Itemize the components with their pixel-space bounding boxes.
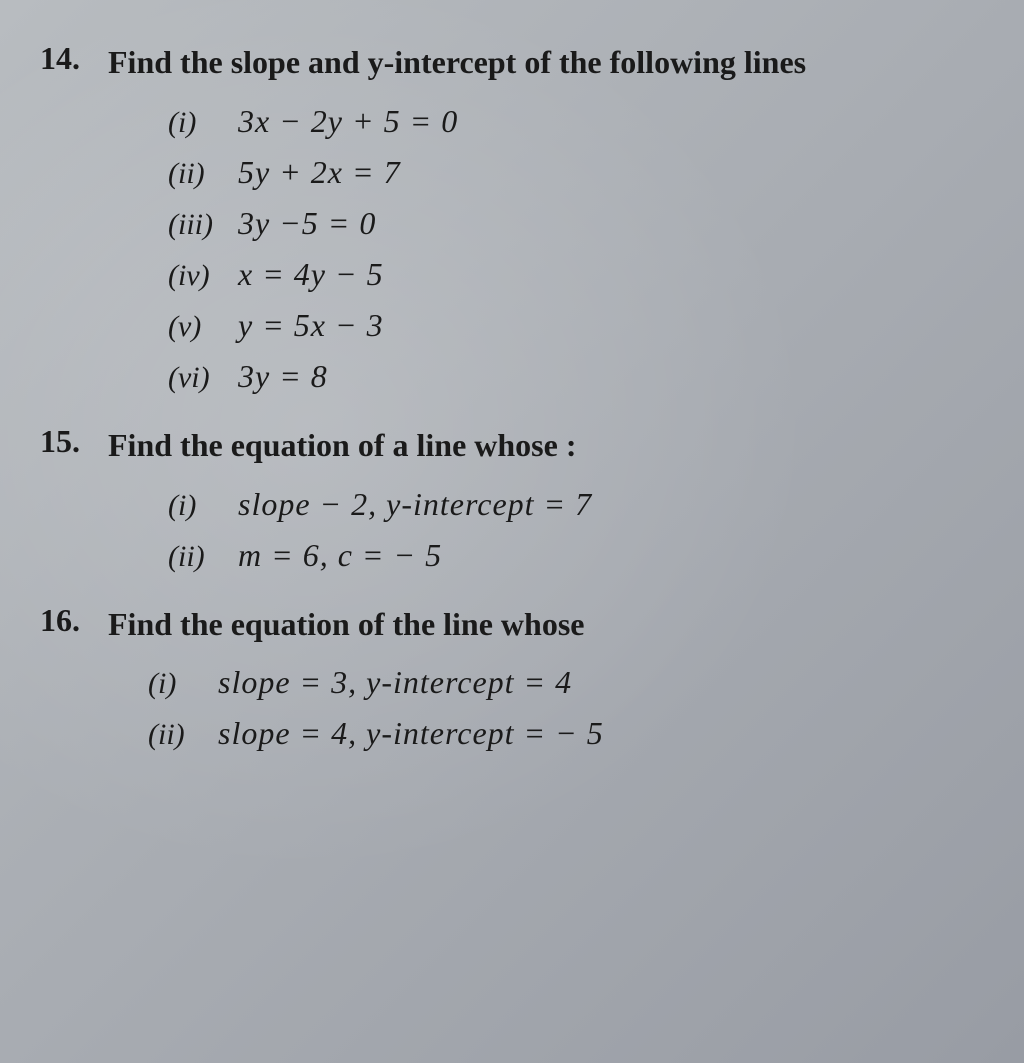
subitems-list: (i) slope − 2, y-intercept = 7 (ii) m = … [168,486,994,574]
textbook-page: 14. Find the slope and y-intercept of th… [30,40,994,752]
subitem: (iii) 3y −5 = 0 [168,205,994,242]
subitem: (i) slope − 2, y-intercept = 7 [168,486,994,523]
subitem: (ii) slope = 4, y-intercept = − 5 [148,715,994,752]
subitems-list: (i) slope = 3, y-intercept = 4 (ii) slop… [148,664,994,752]
subitem: (v) y = 5x − 3 [168,307,994,344]
question-number: 14. [30,40,80,77]
subitem-label: (i) [168,106,226,140]
subitem-content: slope = 4, y-intercept = − 5 [218,715,604,752]
subitem-label: (v) [168,310,226,344]
subitem: (i) slope = 3, y-intercept = 4 [148,664,994,701]
subitem: (ii) 5y + 2x = 7 [168,154,994,191]
question-header: 15. Find the equation of a line whose : [30,423,994,468]
subitem-equation: x = 4y − 5 [238,256,384,293]
subitem-equation: 3x − 2y + 5 = 0 [238,103,458,140]
subitem: (ii) m = 6, c = − 5 [168,537,994,574]
subitem-label: (ii) [148,718,206,752]
subitem-equation: 3y −5 = 0 [238,205,376,242]
question-15: 15. Find the equation of a line whose : … [30,423,994,574]
subitem-content: m = 6, c = − 5 [238,537,442,574]
question-text: Find the equation of the line whose [108,602,994,647]
question-number: 16. [30,602,80,639]
question-header: 16. Find the equation of the line whose [30,602,994,647]
subitem: (i) 3x − 2y + 5 = 0 [168,103,994,140]
subitem-equation: 5y + 2x = 7 [238,154,401,191]
subitem-content: slope = 3, y-intercept = 4 [218,664,572,701]
subitem-label: (ii) [168,157,226,191]
subitem-content: slope − 2, y-intercept = 7 [238,486,592,523]
question-text: Find the equation of a line whose : [108,423,994,468]
subitem-label: (i) [168,489,226,523]
question-number: 15. [30,423,80,460]
question-text: Find the slope and y-intercept of the fo… [108,40,994,85]
subitems-list: (i) 3x − 2y + 5 = 0 (ii) 5y + 2x = 7 (ii… [168,103,994,395]
subitem-label: (iv) [168,259,226,293]
subitem-label: (vi) [168,361,226,395]
question-16: 16. Find the equation of the line whose … [30,602,994,753]
question-header: 14. Find the slope and y-intercept of th… [30,40,994,85]
subitem: (iv) x = 4y − 5 [168,256,994,293]
subitem-equation: 3y = 8 [238,358,328,395]
subitem-label: (i) [148,667,206,701]
subitem-equation: y = 5x − 3 [238,307,384,344]
subitem-label: (ii) [168,540,226,574]
subitem-label: (iii) [168,208,226,242]
question-14: 14. Find the slope and y-intercept of th… [30,40,994,395]
subitem: (vi) 3y = 8 [168,358,994,395]
